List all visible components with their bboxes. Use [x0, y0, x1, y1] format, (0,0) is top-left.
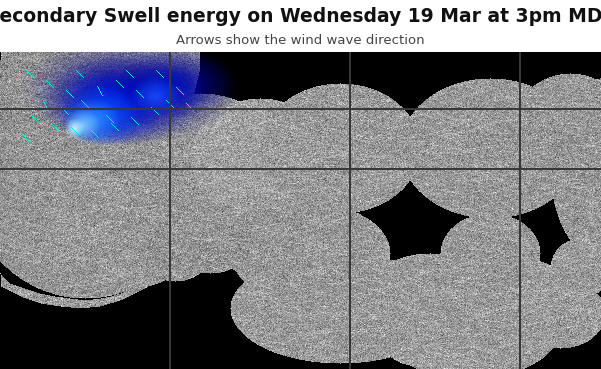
Text: Arrows show the wind wave direction: Arrows show the wind wave direction	[176, 34, 425, 47]
Text: Secondary Swell energy on Wednesday 19 Mar at 3pm MDT: Secondary Swell energy on Wednesday 19 M…	[0, 7, 601, 26]
